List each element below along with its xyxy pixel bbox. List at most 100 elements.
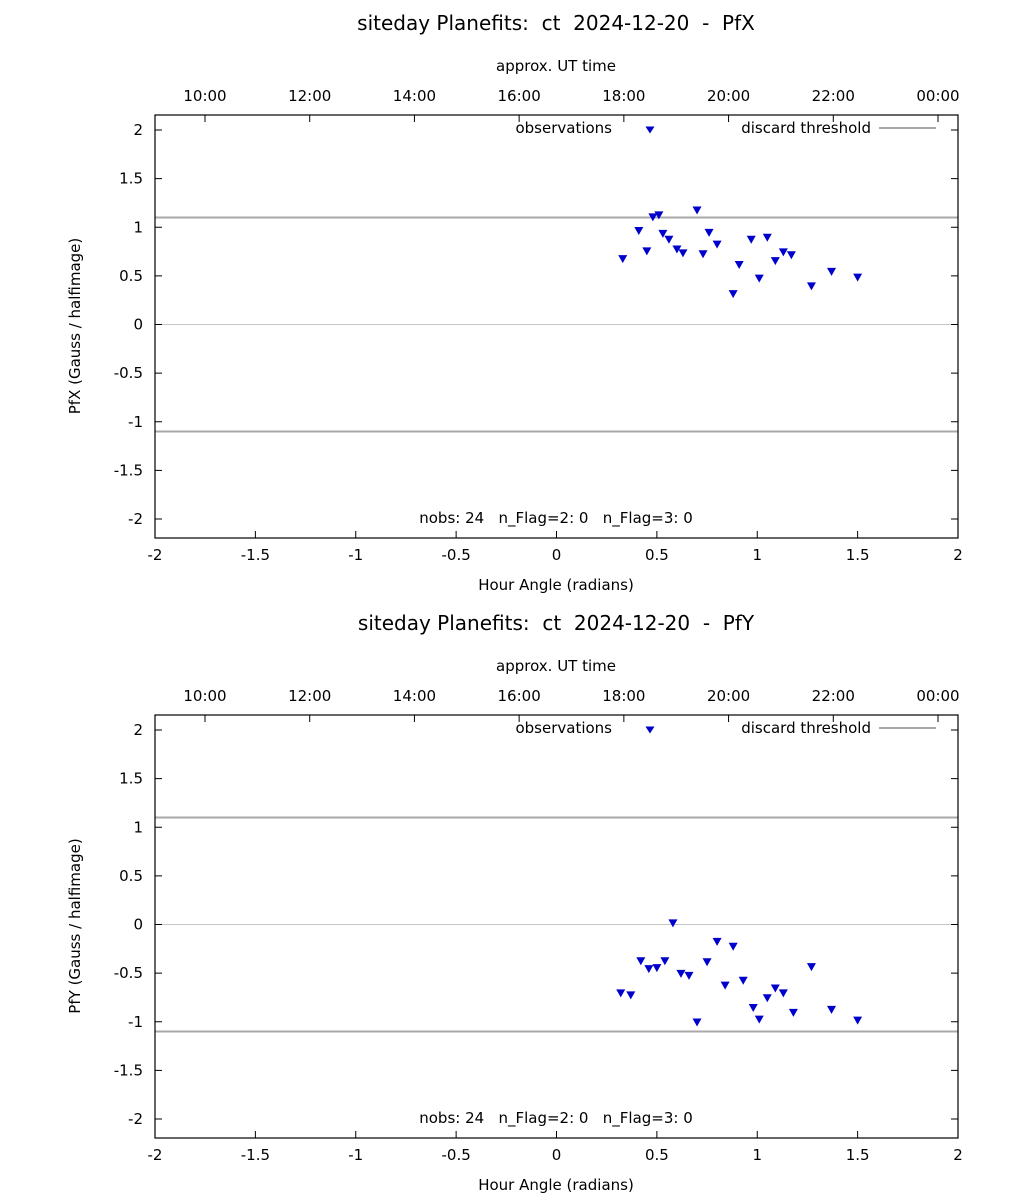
observation-point — [664, 235, 674, 244]
observation-point — [806, 282, 816, 291]
observation-point — [853, 1016, 863, 1025]
time-tick-label: 10:00 — [183, 87, 226, 105]
observation-point — [778, 989, 788, 998]
x-tick-label: -2 — [148, 1146, 163, 1164]
observation-point — [636, 957, 646, 966]
x-tick-label: -2 — [148, 546, 163, 564]
observation-point — [786, 251, 796, 260]
pfx-panel: siteday Planefits: ct 2024-12-20 - PfX a… — [66, 11, 963, 594]
time-tick-label: 22:00 — [812, 87, 855, 105]
x-tick-label: 1.5 — [846, 1146, 870, 1164]
y-tick-label: 1 — [133, 818, 143, 836]
legend-discard-threshold-label: discard threshold — [741, 719, 871, 737]
observation-point — [676, 969, 686, 978]
observation-point — [762, 233, 772, 242]
time-tick-label: 12:00 — [288, 687, 331, 705]
time-tick-label: 14:00 — [393, 87, 436, 105]
legend-observations-label: observations — [515, 719, 612, 737]
x-axis-label: Hour Angle (radians) — [478, 576, 634, 594]
observation-point — [734, 261, 744, 270]
plot-area: 2 1.5 1 0.5 0 -0.5 -1 -1.5 -2 -2 -1.5 -1 -0.5 0 0.5 1 1.… — [114, 87, 963, 564]
time-tick-label: 00:00 — [916, 87, 959, 105]
x-tick-label: 1 — [752, 1146, 762, 1164]
y-tick-label: 0 — [133, 316, 143, 334]
y-tick-label: -1 — [128, 413, 143, 431]
time-tick-label: 18:00 — [602, 87, 645, 105]
ut-time-axis-label: approx. UT time — [496, 657, 616, 675]
observations-legend-marker-icon — [645, 126, 655, 134]
y-tick-label: -2 — [128, 1110, 143, 1128]
chart-title: siteday Planefits: ct 2024-12-20 - PfX — [357, 11, 755, 35]
observation-point — [616, 989, 626, 998]
observation-point — [660, 957, 670, 966]
y-tick-label: 2 — [133, 721, 143, 739]
y-tick-label: 1.5 — [119, 770, 143, 788]
observation-point — [618, 255, 628, 264]
y-tick-label: 1.5 — [119, 170, 143, 188]
plot-border — [154, 714, 959, 1139]
observation-point — [748, 1003, 758, 1012]
y-tick-label: 0.5 — [119, 867, 143, 885]
observation-point — [672, 245, 682, 254]
observation-point — [853, 273, 863, 282]
x-tick-label: 0 — [552, 546, 562, 564]
x-tick-label: -0.5 — [441, 1146, 470, 1164]
observation-point — [738, 976, 748, 985]
observation-point — [704, 228, 714, 237]
observation-point — [712, 240, 722, 249]
observation-point — [806, 963, 816, 972]
x-tick-label: -1.5 — [241, 1146, 270, 1164]
chart-title: siteday Planefits: ct 2024-12-20 - PfY — [358, 611, 755, 635]
observation-point — [728, 290, 738, 299]
observation-point — [644, 965, 654, 974]
observation-point — [762, 994, 772, 1003]
observation-point — [648, 213, 658, 222]
legend-discard-threshold-label: discard threshold — [741, 119, 871, 137]
observation-point — [728, 942, 738, 951]
time-tick-label: 16:00 — [498, 87, 541, 105]
x-tick-label: -1 — [348, 546, 363, 564]
ut-time-axis-label: approx. UT time — [496, 57, 616, 75]
time-tick-label: 14:00 — [393, 687, 436, 705]
observation-point — [827, 267, 837, 276]
time-tick-label: 00:00 — [916, 687, 959, 705]
time-tick-label: 10:00 — [183, 687, 226, 705]
x-tick-label: 2 — [953, 546, 963, 564]
observation-point — [698, 250, 708, 259]
x-tick-label: 2 — [953, 1146, 963, 1164]
nobs-annotation: nobs: 24 n_Flag=2: 0 n_Flag=3: 0 — [419, 509, 693, 528]
observation-point — [720, 981, 730, 990]
observation-point — [827, 1005, 837, 1014]
observation-point — [678, 249, 688, 258]
y-tick-label: 2 — [133, 121, 143, 139]
observation-point — [684, 971, 694, 980]
plot-area: 2 1.5 1 0.5 0 -0.5 -1 -1.5 -2 -2 -1.5 -1 -0.5 0 0.5 1 1.… — [114, 687, 963, 1164]
plot-border — [154, 114, 959, 539]
x-tick-label: -0.5 — [441, 546, 470, 564]
observation-point — [668, 919, 678, 928]
observation-point — [702, 958, 712, 967]
observation-point — [746, 235, 756, 244]
pfy-panel: siteday Planefits: ct 2024-12-20 - PfY a… — [66, 611, 963, 1194]
observations-legend-marker-icon — [645, 726, 655, 734]
observation-point — [754, 1015, 764, 1024]
observation-point — [634, 226, 644, 235]
y-axis-label: PfY (Gauss / halfimage) — [66, 838, 84, 1013]
x-tick-label: -1 — [348, 1146, 363, 1164]
observation-point — [778, 248, 788, 257]
observation-point — [770, 984, 780, 993]
y-tick-label: -1.5 — [114, 461, 143, 479]
time-tick-label: 16:00 — [498, 687, 541, 705]
y-tick-label: 0.5 — [119, 267, 143, 285]
observation-point — [788, 1008, 798, 1017]
x-tick-label: 0.5 — [645, 1146, 669, 1164]
observation-point — [770, 257, 780, 266]
observation-point — [626, 991, 636, 1000]
observation-point — [712, 937, 722, 946]
legend-observations-label: observations — [515, 119, 612, 137]
observation-point — [692, 206, 702, 215]
observation-point — [692, 1018, 702, 1027]
y-tick-label: -0.5 — [114, 364, 143, 382]
y-tick-label: -1.5 — [114, 1061, 143, 1079]
